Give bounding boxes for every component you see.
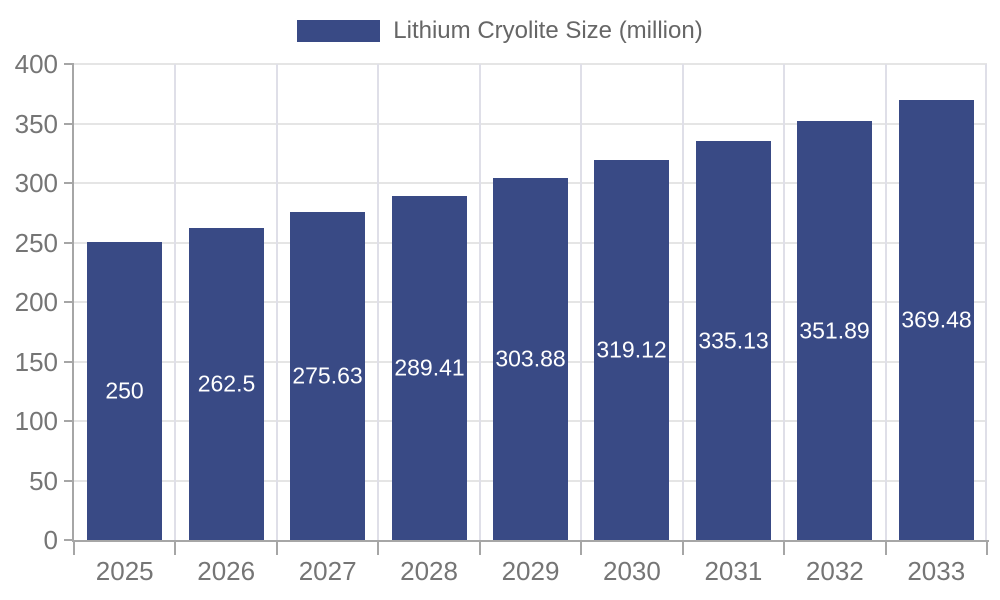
y-tick-label: 150 [14,346,58,377]
legend-item[interactable]: Lithium Cryolite Size (million) [297,17,703,44]
y-tick-mark [64,539,74,541]
y-tick-mark [64,182,74,184]
y-tick-label: 350 [14,108,58,139]
bar-value-label: 262.5 [197,370,256,397]
gridline-vertical [885,64,887,540]
x-tick-label: 2033 [907,556,966,586]
x-tick-mark [682,542,684,555]
bar[interactable]: 262.5 [189,228,264,540]
y-tick-label: 50 [29,465,58,496]
bar-value-label: 289.41 [394,354,465,381]
gridline-vertical [682,64,684,540]
gridline-horizontal [74,63,987,65]
plot-area: 250 262.5 275.63 289.41 303.88 319.12 335.13 35… [74,63,987,540]
y-axis-line [72,64,74,542]
y-tick-label: 100 [14,406,58,436]
bar-value-label: 351.89 [799,317,870,343]
gridline-vertical [985,64,987,540]
y-tick-mark [64,122,74,125]
x-tick-mark [377,542,379,555]
bar[interactable]: 289.41 [392,196,467,540]
bar[interactable]: 351.89 [797,121,872,540]
legend-label: Lithium Cryolite Size (million) [393,17,703,44]
y-tick-mark [64,63,74,65]
bar-value-label: 319.12 [596,336,667,363]
x-tick-label: 2031 [704,556,763,586]
x-tick-mark [783,542,785,555]
x-tick-mark [73,542,75,555]
legend-swatch-icon [297,20,381,42]
y-tick-mark [64,301,74,303]
bar[interactable]: 369.48 [899,100,974,540]
gridline-horizontal [74,122,987,125]
x-tick-mark [580,542,582,555]
legend: Lithium Cryolite Size (million) [0,18,1000,44]
y-tick-mark [64,420,74,422]
x-axis-line [72,540,989,542]
y-tick-mark [64,360,74,363]
x-tick-label: 2030 [603,556,661,586]
x-tick-label: 2026 [197,556,256,586]
y-tick-label: 0 [43,525,58,555]
bar[interactable]: 250 [87,242,162,540]
x-tick-mark [276,542,278,555]
x-tick-label: 2028 [400,556,458,586]
bar-value-label: 250 [105,377,144,404]
bar[interactable]: 335.13 [696,141,771,540]
x-tick-label: 2032 [805,556,864,586]
bar-value-label: 335.13 [698,327,769,353]
gridline-vertical [174,64,176,540]
gridline-vertical [580,64,582,540]
x-tick-label: 2029 [501,556,560,586]
y-tick-label: 200 [14,287,58,317]
gridline-vertical [276,64,278,540]
x-tick-mark [885,542,887,555]
y-tick-label: 400 [14,49,58,79]
bar-value-label: 303.88 [495,345,566,372]
bar[interactable]: 303.88 [493,178,568,540]
y-tick-mark [64,479,74,482]
x-tick-mark [986,542,988,555]
gridline-vertical [783,64,785,540]
bar-value-label: 369.48 [901,306,972,333]
x-tick-mark [174,542,176,555]
bar[interactable]: 275.63 [290,212,365,540]
gridline-vertical [479,64,481,540]
y-tick-label: 300 [14,168,58,198]
bar[interactable]: 319.12 [594,160,669,540]
x-tick-label: 2027 [298,556,357,586]
gridline-vertical [377,64,379,540]
bar-value-label: 275.63 [292,362,363,389]
y-tick-mark [64,241,74,244]
x-tick-mark [479,542,481,555]
x-tick-label: 2025 [95,556,154,586]
y-tick-label: 250 [14,227,58,258]
